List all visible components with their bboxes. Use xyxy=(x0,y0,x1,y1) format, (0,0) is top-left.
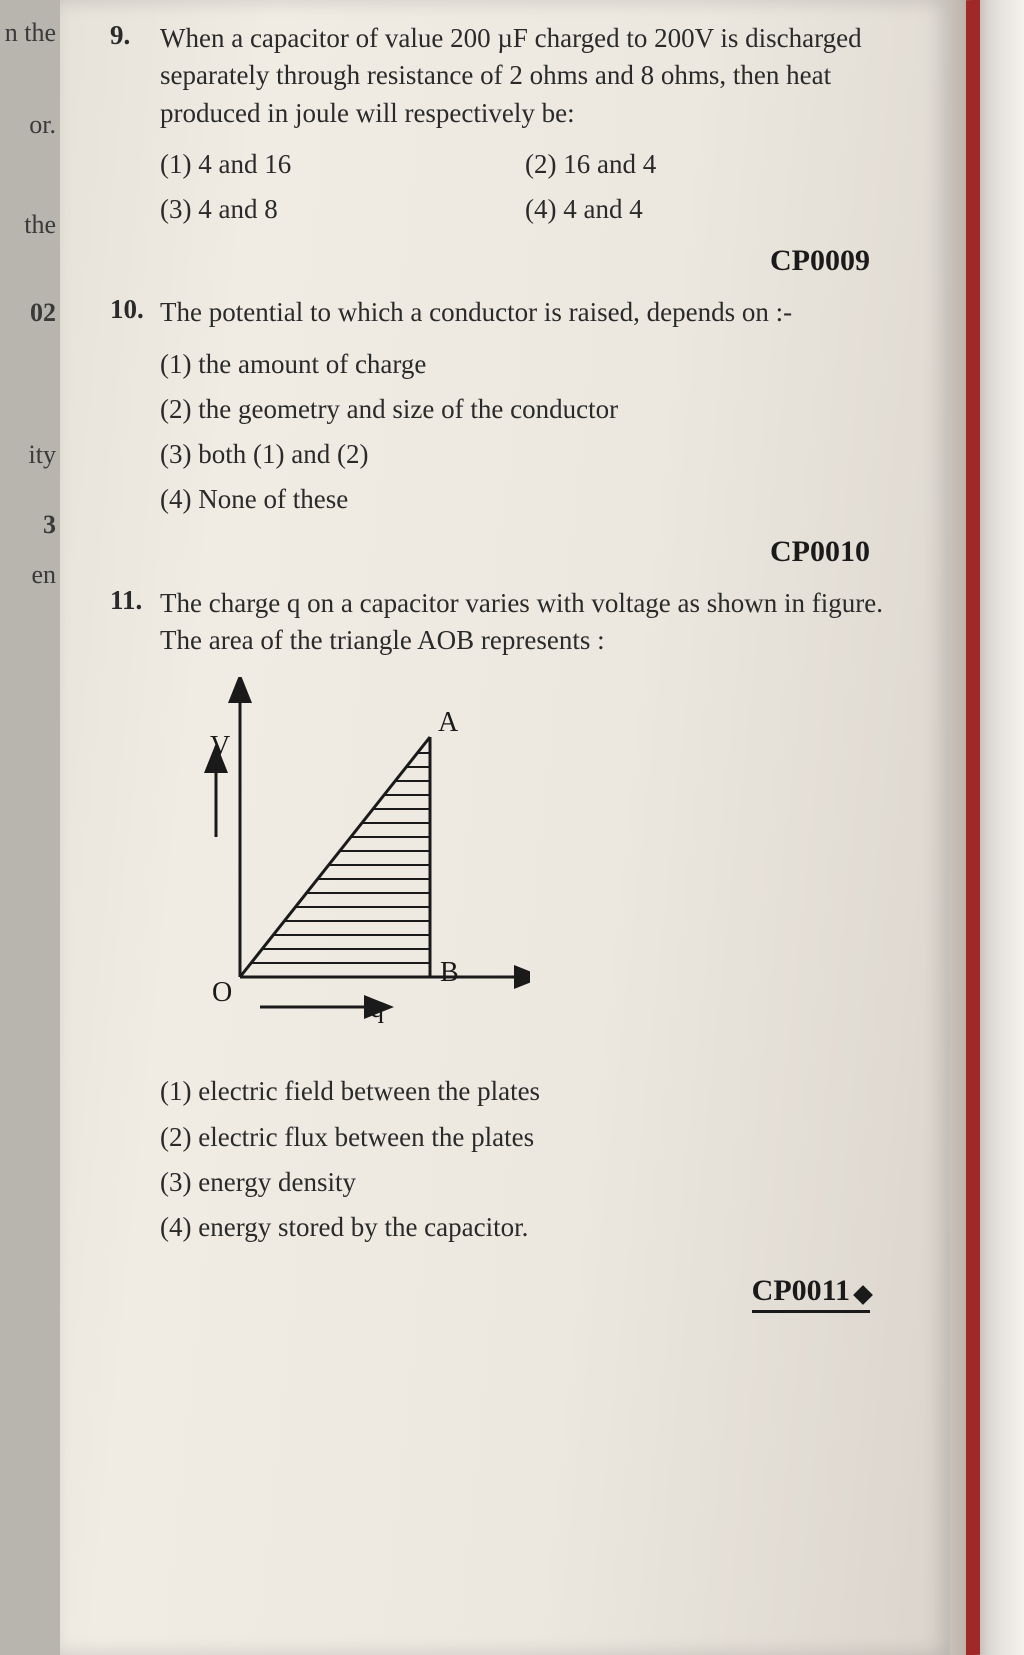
svg-text:B: B xyxy=(440,957,459,988)
page-content: 9. When a capacitor of value 200 µF char… xyxy=(60,0,950,1655)
option-2: (2) 16 and 4 xyxy=(525,142,890,187)
question-body: When a capacitor of value 200 µF charged… xyxy=(160,20,890,232)
question-number: 11. xyxy=(110,585,160,1251)
tab-text: or. xyxy=(4,110,56,140)
options: (1) the amount of charge (2) the geometr… xyxy=(160,342,890,523)
option-1: (1) 4 and 16 xyxy=(160,142,525,187)
option-1: (1) electric field between the plates xyxy=(160,1069,890,1114)
tab-text: 3 xyxy=(4,510,56,540)
svg-text:q: q xyxy=(370,993,384,1024)
question-number: 9. xyxy=(110,20,160,232)
option-3: (3) energy density xyxy=(160,1160,890,1205)
options: (1) 4 and 16 (2) 16 and 4 (3) 4 and 8 (4… xyxy=(160,142,890,233)
book-edge xyxy=(950,0,1024,1655)
option-2: (2) electric flux between the plates xyxy=(160,1115,890,1160)
option-2: (2) the geometry and size of the conduct… xyxy=(160,387,890,432)
question-11: 11. The charge q on a capacitor varies w… xyxy=(110,585,890,1251)
option-4: (4) 4 and 4 xyxy=(525,187,890,232)
triangle-diagram: Vq O A B xyxy=(170,677,890,1047)
question-number: 10. xyxy=(110,294,160,522)
question-code: CP0010 xyxy=(110,535,870,569)
question-body: The charge q on a capacitor varies with … xyxy=(160,585,890,1251)
tab-text: en xyxy=(4,560,56,590)
tab-text: 02 xyxy=(4,298,56,328)
question-10: 10. The potential to which a conductor i… xyxy=(110,294,890,522)
tab-text: the xyxy=(4,210,56,240)
question-body: The potential to which a conductor is ra… xyxy=(160,294,890,522)
question-9: 9. When a capacitor of value 200 µF char… xyxy=(110,20,890,232)
diamond-icon xyxy=(853,1285,873,1305)
svg-text:O: O xyxy=(212,977,232,1008)
red-band xyxy=(966,0,980,1655)
option-4: (4) None of these xyxy=(160,477,890,522)
left-margin-tabs: n the or. the 02 ity 3 en xyxy=(0,0,60,1655)
question-code: CP0009 xyxy=(110,244,870,278)
tab-text: ity xyxy=(4,440,56,470)
option-4: (4) energy stored by the capacitor. xyxy=(160,1205,890,1250)
question-code: CP0011 xyxy=(752,1274,870,1313)
tab-text: n the xyxy=(4,18,56,48)
svg-text:A: A xyxy=(438,707,459,738)
diagram-svg: Vq O A B xyxy=(170,677,530,1037)
option-3: (3) 4 and 8 xyxy=(160,187,525,232)
question-text: When a capacitor of value 200 µF charged… xyxy=(160,20,890,132)
svg-text:V: V xyxy=(210,731,230,762)
options: (1) electric field between the plates (2… xyxy=(160,1069,890,1250)
option-3: (3) both (1) and (2) xyxy=(160,432,890,477)
option-1: (1) the amount of charge xyxy=(160,342,890,387)
question-text: The potential to which a conductor is ra… xyxy=(160,294,890,331)
question-text: The charge q on a capacitor varies with … xyxy=(160,585,890,660)
